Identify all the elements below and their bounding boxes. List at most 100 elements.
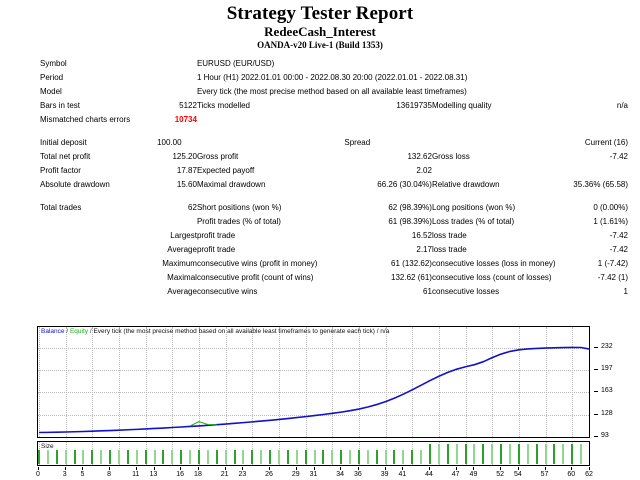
size-bar bbox=[180, 450, 183, 464]
size-bar bbox=[580, 444, 583, 464]
size-bar bbox=[109, 450, 112, 464]
max-cons-wins-value: 61 (132.62) bbox=[391, 259, 432, 268]
size-bar bbox=[455, 444, 458, 464]
table-row-blank-2 bbox=[40, 192, 628, 201]
gridline-vertical bbox=[305, 327, 307, 437]
x-axis-tick bbox=[473, 467, 475, 470]
size-bar bbox=[384, 450, 387, 464]
x-axis-tick bbox=[82, 467, 84, 470]
size-bar bbox=[349, 450, 352, 464]
average-label: Average bbox=[167, 245, 197, 254]
size-bar bbox=[420, 450, 423, 464]
gridline-vertical bbox=[198, 327, 200, 437]
total-net-profit-value: 125.20 bbox=[172, 152, 197, 161]
size-bar bbox=[260, 450, 263, 464]
size-bar bbox=[117, 450, 120, 464]
size-bar bbox=[46, 450, 49, 464]
total-trades-label: Total trades bbox=[40, 203, 82, 212]
size-bar bbox=[162, 450, 165, 464]
x-axis-tick bbox=[357, 467, 359, 470]
total-trades-value: 62 bbox=[188, 203, 197, 212]
size-bar bbox=[571, 444, 574, 464]
x-axis-label: 21 bbox=[220, 471, 229, 478]
x-axis-tick bbox=[340, 467, 342, 470]
relative-drawdown-label: Relative drawdown bbox=[431, 180, 500, 189]
size-bar bbox=[437, 444, 440, 464]
table-row-profit-factor: Profit factor 17.87 Expected payoff 2.02 bbox=[40, 164, 628, 178]
gridline-vertical bbox=[572, 327, 574, 437]
maximal-label: Maximal bbox=[167, 273, 197, 282]
mismatch-spacer2 bbox=[370, 113, 432, 127]
page-title: Strategy Tester Report bbox=[226, 3, 414, 24]
quality-label: Modelling quality bbox=[431, 101, 492, 110]
size-bar bbox=[535, 444, 538, 464]
size-bar bbox=[464, 444, 467, 464]
size-bar bbox=[402, 450, 405, 464]
x-axis-tick bbox=[224, 467, 226, 470]
x-axis-tick bbox=[295, 467, 297, 470]
table-row-drawdown: Absolute drawdown 15.60 Maximal drawdown… bbox=[40, 178, 628, 192]
table-row-total-trades: Total trades 62 Short positions (won %) … bbox=[40, 201, 628, 215]
size-bar bbox=[189, 450, 192, 464]
size-bar bbox=[500, 444, 503, 464]
x-axis-label: 62 bbox=[585, 471, 593, 478]
long-positions-value: 0 (0.00%) bbox=[593, 203, 628, 212]
relative-drawdown-value: 35.36% (65.58) bbox=[573, 180, 628, 189]
x-axis-tick bbox=[197, 467, 199, 470]
x-axis-tick bbox=[135, 467, 137, 470]
size-bar bbox=[473, 444, 476, 464]
table-row-average-cons: Average consecutive wins 61 consecutive … bbox=[40, 285, 628, 299]
ticks-value: 13619735 bbox=[396, 101, 432, 110]
legend-balance[interactable]: Balance bbox=[41, 328, 65, 335]
x-axis-tick bbox=[455, 467, 457, 470]
legend-equity[interactable]: Equity bbox=[69, 328, 89, 335]
table-row-average: Average profit trade 2.17 loss trade -7.… bbox=[40, 243, 628, 257]
x-axis-label: 52 bbox=[496, 471, 505, 478]
size-bar bbox=[491, 444, 494, 464]
model-spacer bbox=[157, 85, 197, 99]
size-bar bbox=[215, 450, 218, 464]
y-axis-label: 93 bbox=[601, 432, 609, 439]
table-row-period: Period 1 Hour (H1) 2022.01.01 00:00 - 20… bbox=[40, 71, 628, 85]
initial-deposit-value: 100.00 bbox=[157, 138, 182, 147]
size-label: Size bbox=[41, 443, 54, 450]
loss-trades-label: Loss trades (% of total) bbox=[431, 217, 515, 226]
pf-spacer bbox=[432, 164, 556, 178]
x-axis-tick bbox=[544, 467, 546, 470]
legend-separator-1: / bbox=[66, 328, 69, 335]
size-bar bbox=[277, 450, 280, 464]
x-axis-label: 0 bbox=[36, 471, 40, 478]
x-axis-tick bbox=[38, 467, 39, 470]
size-bar bbox=[197, 450, 200, 464]
table-row-bars: Bars in test 5122 Ticks modelled 1361973… bbox=[40, 99, 628, 113]
gridline-vertical bbox=[252, 327, 254, 437]
x-axis-tick bbox=[429, 467, 431, 470]
average-loss-label: loss trade bbox=[431, 245, 467, 254]
report-header: Strategy Tester Report RedeeCash_Interes… bbox=[0, 0, 640, 51]
x-axis-label: 3 bbox=[62, 471, 67, 478]
avg-cons-losses-label: consecutive losses bbox=[431, 287, 500, 296]
x-axis-label: 57 bbox=[540, 471, 549, 478]
size-bar bbox=[393, 450, 396, 464]
size-bar bbox=[233, 450, 236, 464]
gridline-vertical bbox=[118, 327, 120, 437]
expected-payoff-label: Expected payoff bbox=[196, 166, 255, 175]
x-axis-label: 36 bbox=[354, 471, 362, 478]
size-bar bbox=[517, 444, 520, 464]
size-bar bbox=[509, 444, 512, 464]
size-bar bbox=[38, 450, 40, 464]
x-axis-tick bbox=[180, 467, 182, 470]
model-value: Every tick (the most precise method base… bbox=[196, 87, 467, 96]
maximal-cons-profit-label: consecutive profit (count of wins) bbox=[196, 273, 314, 282]
x-axis-tick bbox=[109, 467, 111, 470]
y-axis-tick bbox=[594, 391, 598, 393]
gridline-vertical bbox=[92, 327, 94, 437]
bars-value: 5122 bbox=[179, 101, 197, 110]
size-bar bbox=[304, 450, 307, 464]
average2-label: Average bbox=[167, 287, 197, 296]
x-axis-label: 41 bbox=[398, 471, 407, 478]
y-axis-label: 163 bbox=[601, 387, 613, 395]
gridline-vertical bbox=[545, 327, 547, 437]
size-bar bbox=[446, 444, 449, 464]
gross-profit-label: Gross profit bbox=[196, 152, 239, 161]
